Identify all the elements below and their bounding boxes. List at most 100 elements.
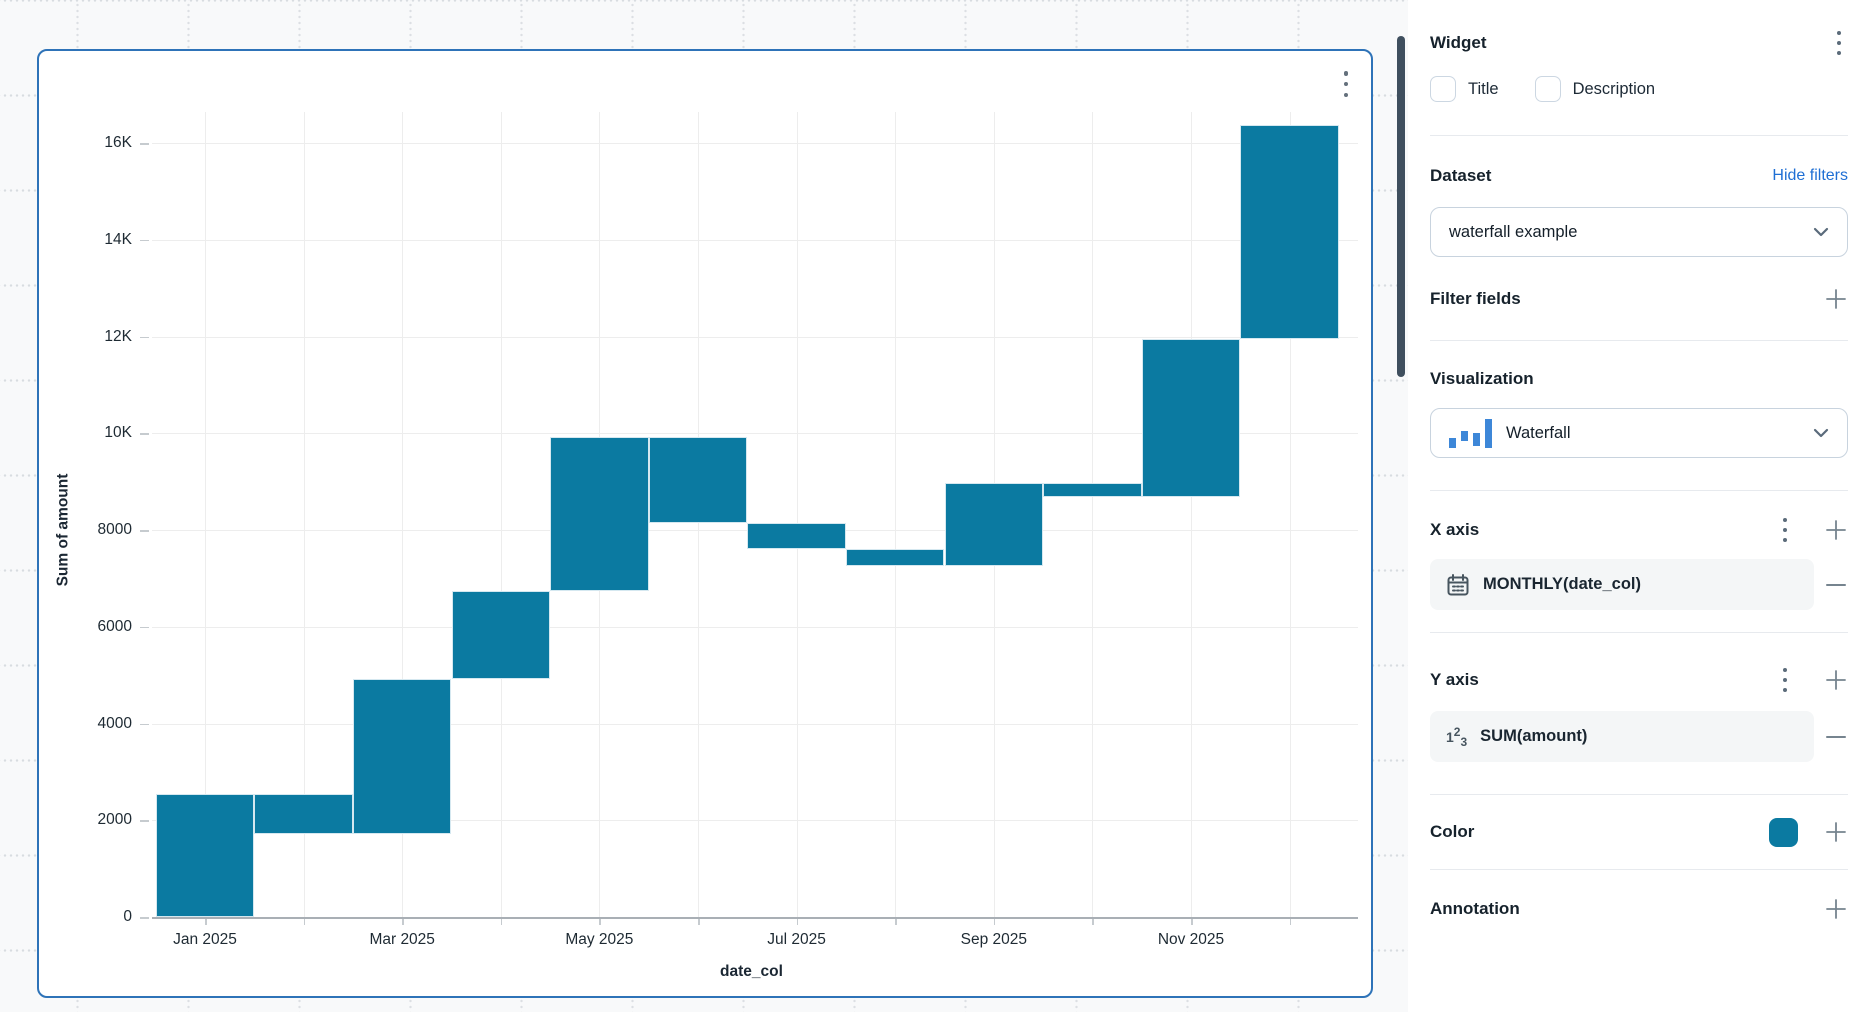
x-gridline — [1191, 112, 1192, 917]
y-tick-mark — [140, 143, 149, 145]
y-gridline — [152, 626, 1358, 628]
y-tick-mark — [140, 433, 149, 435]
waterfall-bar[interactable] — [845, 549, 945, 566]
minus-icon — [1826, 583, 1846, 586]
add-y-axis-field-button[interactable] — [1824, 668, 1848, 692]
number-field-icon: 123 — [1446, 724, 1468, 749]
waterfall-bar[interactable] — [155, 794, 255, 917]
waterfall-bar[interactable] — [1043, 483, 1142, 498]
waterfall-bar[interactable] — [352, 678, 452, 834]
y-tick-label: 6000 — [97, 617, 132, 635]
dataset-select[interactable]: waterfall example — [1430, 207, 1848, 257]
waterfall-bar[interactable] — [550, 437, 649, 591]
y-axis-field-name: SUM(amount) — [1480, 727, 1588, 745]
add-x-axis-field-button[interactable] — [1824, 518, 1848, 542]
plus-icon — [1826, 822, 1846, 842]
x-tick-label: Jul 2025 — [767, 931, 826, 948]
y-axis-kebab-icon[interactable] — [1776, 668, 1794, 692]
hide-filters-link[interactable]: Hide filters — [1772, 167, 1848, 184]
divider — [1430, 869, 1848, 870]
x-tick-mark — [796, 919, 799, 925]
color-label: Color — [1430, 822, 1475, 841]
dataset-selected-value: waterfall example — [1449, 222, 1578, 241]
panel-scrollbar[interactable] — [1397, 36, 1405, 377]
title-checkbox-group: Title — [1430, 76, 1499, 102]
y-gridline — [152, 336, 1358, 338]
chevron-down-icon — [1813, 227, 1829, 237]
y-tick-label: 8000 — [97, 521, 132, 538]
waterfall-bar[interactable] — [1141, 338, 1241, 498]
widget-menu-kebab-icon[interactable] — [1337, 71, 1355, 97]
x-axis-line — [152, 916, 1358, 919]
waterfall-widget-card[interactable]: 0 2000 4000 6000 8000 10K 12K 14K 16K Jan 2025 Mar… — [37, 49, 1373, 998]
waterfall-bar[interactable] — [451, 590, 551, 679]
x-axis-kebab-icon[interactable] — [1776, 518, 1794, 542]
divider — [1430, 794, 1848, 795]
add-color-button[interactable] — [1824, 820, 1848, 844]
x-gridline — [303, 112, 305, 917]
add-filter-button[interactable] — [1824, 287, 1848, 311]
visualization-selected-value: Waterfall — [1506, 423, 1571, 442]
waterfall-bar[interactable] — [648, 437, 748, 523]
panel-title: Widget — [1430, 33, 1487, 52]
y-gridline — [152, 433, 1358, 435]
chevron-down-icon — [1813, 428, 1829, 438]
x-tick-mark — [599, 919, 601, 925]
plus-icon — [1826, 899, 1846, 919]
y-gridline — [152, 239, 1358, 241]
description-checkbox-group: Description — [1534, 76, 1656, 102]
x-axis-field-pill[interactable]: MONTHLY(date_col) — [1430, 559, 1814, 610]
y-axis-label: Y axis — [1430, 670, 1479, 689]
description-checkbox-label: Description — [1572, 79, 1656, 98]
x-gridline — [796, 112, 798, 917]
x-gridline — [1289, 112, 1291, 917]
y-axis-field-pill[interactable]: 123 SUM(amount) — [1430, 711, 1814, 762]
x-tick-mark — [698, 919, 700, 925]
y-tick-label: 2000 — [97, 811, 132, 829]
description-checkbox[interactable] — [1534, 76, 1561, 102]
x-tick-label: Mar 2025 — [369, 931, 435, 948]
x-tick-mark — [1191, 919, 1193, 925]
plus-icon — [1826, 520, 1846, 540]
remove-x-axis-field-button[interactable] — [1824, 573, 1848, 597]
x-tick-label: Nov 2025 — [1157, 931, 1225, 948]
waterfall-bar[interactable] — [944, 483, 1044, 566]
color-swatch[interactable] — [1769, 817, 1798, 847]
x-tick-label: Sep 2025 — [960, 931, 1027, 948]
divider — [1430, 490, 1848, 491]
plus-icon — [1826, 670, 1846, 690]
y-tick-mark — [140, 336, 149, 338]
y-tick-label: 4000 — [97, 714, 132, 732]
y-tick-mark — [140, 626, 149, 629]
divider — [1430, 135, 1848, 136]
minus-icon — [1826, 735, 1846, 738]
x-tick-mark — [993, 919, 996, 925]
waterfall-bar[interactable] — [1240, 125, 1339, 339]
y-tick-mark — [140, 820, 149, 822]
widget-config-panel: Widget Title Description Dataset Hide fi… — [1408, 0, 1864, 1012]
x-axis-title: date_col — [720, 963, 783, 980]
divider — [1430, 632, 1848, 633]
x-gridline — [895, 112, 897, 917]
waterfall-bar[interactable] — [254, 794, 353, 834]
title-checkbox-label: Title — [1468, 79, 1499, 98]
y-tick-label: 16K — [104, 134, 132, 151]
y-gridline — [152, 820, 1358, 822]
y-tick-label: 12K — [104, 327, 132, 345]
visualization-label: Visualization — [1430, 369, 1534, 388]
divider — [1430, 340, 1848, 341]
y-gridline — [152, 723, 1358, 725]
plus-icon — [1826, 289, 1846, 309]
waterfall-bar[interactable] — [747, 522, 846, 550]
x-axis-field-name: MONTHLY(date_col) — [1483, 575, 1641, 593]
y-gridline — [152, 143, 1358, 144]
remove-y-axis-field-button[interactable] — [1824, 725, 1848, 749]
visualization-select[interactable]: Waterfall — [1430, 408, 1848, 458]
waterfall-plot-area: 0 2000 4000 6000 8000 10K 12K 14K 16K Jan 2025 Mar… — [39, 51, 1371, 996]
x-tick-mark — [500, 919, 503, 925]
title-checkbox[interactable] — [1430, 76, 1456, 102]
add-annotation-button[interactable] — [1824, 897, 1848, 921]
y-tick-label: 10K — [104, 424, 132, 442]
panel-kebab-icon[interactable] — [1830, 31, 1848, 55]
